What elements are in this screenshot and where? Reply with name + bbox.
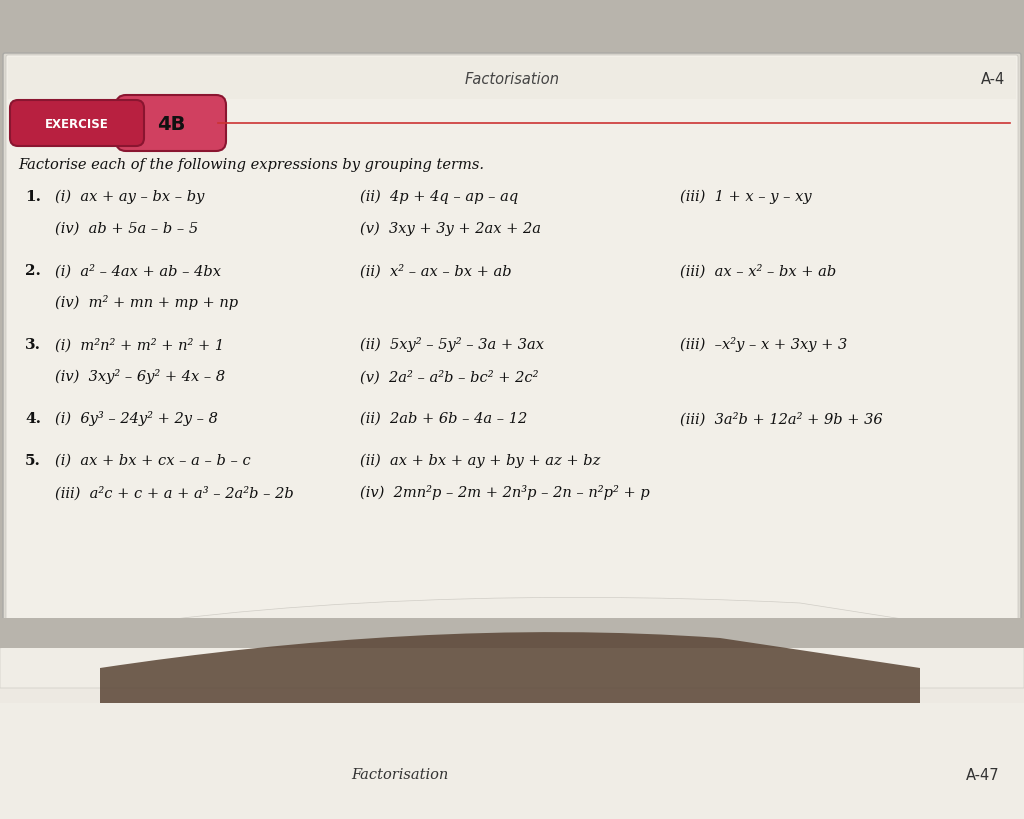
Text: (i)  6y³ – 24y² + 2y – 8: (i) 6y³ – 24y² + 2y – 8 <box>55 411 218 427</box>
Bar <box>0 703 1024 819</box>
Text: (iii)  1 + x – y – xy: (iii) 1 + x – y – xy <box>680 190 812 204</box>
Text: (ii)  x² – ax – bx + ab: (ii) x² – ax – bx + ab <box>360 264 512 278</box>
Text: (i)  m²n² + m² + n² + 1: (i) m²n² + m² + n² + 1 <box>55 337 224 352</box>
Text: (iv)  ab + 5a – b – 5: (iv) ab + 5a – b – 5 <box>55 222 198 236</box>
Text: Factorisation: Factorisation <box>465 71 559 87</box>
Text: Factorisation: Factorisation <box>351 768 449 782</box>
Text: 1.: 1. <box>25 190 41 204</box>
Text: (ii)  4p + 4q – ap – aq: (ii) 4p + 4q – ap – aq <box>360 190 518 204</box>
Text: (iv)  m² + mn + mp + np: (iv) m² + mn + mp + np <box>55 296 239 310</box>
FancyBboxPatch shape <box>3 53 1021 622</box>
Text: Factorise each of the following expressions by grouping terms.: Factorise each of the following expressi… <box>18 158 484 172</box>
Text: (iii)  3a²b + 12a² + 9b + 36: (iii) 3a²b + 12a² + 9b + 36 <box>680 412 883 426</box>
Text: EXERCISE: EXERCISE <box>45 117 109 130</box>
Text: (iii)  –x²y – x + 3xy + 3: (iii) –x²y – x + 3xy + 3 <box>680 337 847 352</box>
PathPatch shape <box>100 632 920 718</box>
Bar <box>8 57 1016 99</box>
Text: 4.: 4. <box>25 412 41 426</box>
PathPatch shape <box>0 597 1024 688</box>
Text: (iv)  3xy² – 6y² + 4x – 8: (iv) 3xy² – 6y² + 4x – 8 <box>55 369 225 384</box>
Text: (i)  ax + bx + cx – a – b – c: (i) ax + bx + cx – a – b – c <box>55 454 251 468</box>
Bar <box>0 628 1024 819</box>
Text: (i)  ax + ay – bx – by: (i) ax + ay – bx – by <box>55 190 205 204</box>
FancyBboxPatch shape <box>6 55 1018 620</box>
Text: (i)  a² – 4ax + ab – 4bx: (i) a² – 4ax + ab – 4bx <box>55 264 221 278</box>
Text: 3.: 3. <box>25 338 41 352</box>
Text: (iii)  a²c + c + a + a³ – 2a²b – 2b: (iii) a²c + c + a + a³ – 2a²b – 2b <box>55 486 294 500</box>
Text: (v)  2a² – a²b – bc² + 2c²: (v) 2a² – a²b – bc² + 2c² <box>360 370 539 384</box>
Text: (ii)  ax + bx + ay + by + az + bz: (ii) ax + bx + ay + by + az + bz <box>360 454 600 468</box>
Text: (v)  3xy + 3y + 2ax + 2a: (v) 3xy + 3y + 2ax + 2a <box>360 222 541 236</box>
FancyBboxPatch shape <box>10 100 144 146</box>
Text: A-4: A-4 <box>981 71 1005 87</box>
Text: (iv)  2mn²p – 2m + 2n³p – 2n – n²p² + p: (iv) 2mn²p – 2m + 2n³p – 2n – n²p² + p <box>360 486 650 500</box>
Text: 5.: 5. <box>25 454 41 468</box>
Bar <box>0 618 1024 648</box>
Text: 4B: 4B <box>157 115 185 133</box>
Text: (ii)  2ab + 6b – 4a – 12: (ii) 2ab + 6b – 4a – 12 <box>360 412 527 426</box>
Text: (ii)  5xy² – 5y² – 3a + 3ax: (ii) 5xy² – 5y² – 3a + 3ax <box>360 337 544 352</box>
Text: (iii)  ax – x² – bx + ab: (iii) ax – x² – bx + ab <box>680 264 837 278</box>
FancyBboxPatch shape <box>116 95 226 151</box>
Text: A-47: A-47 <box>967 767 1000 782</box>
Text: 2.: 2. <box>25 264 41 278</box>
